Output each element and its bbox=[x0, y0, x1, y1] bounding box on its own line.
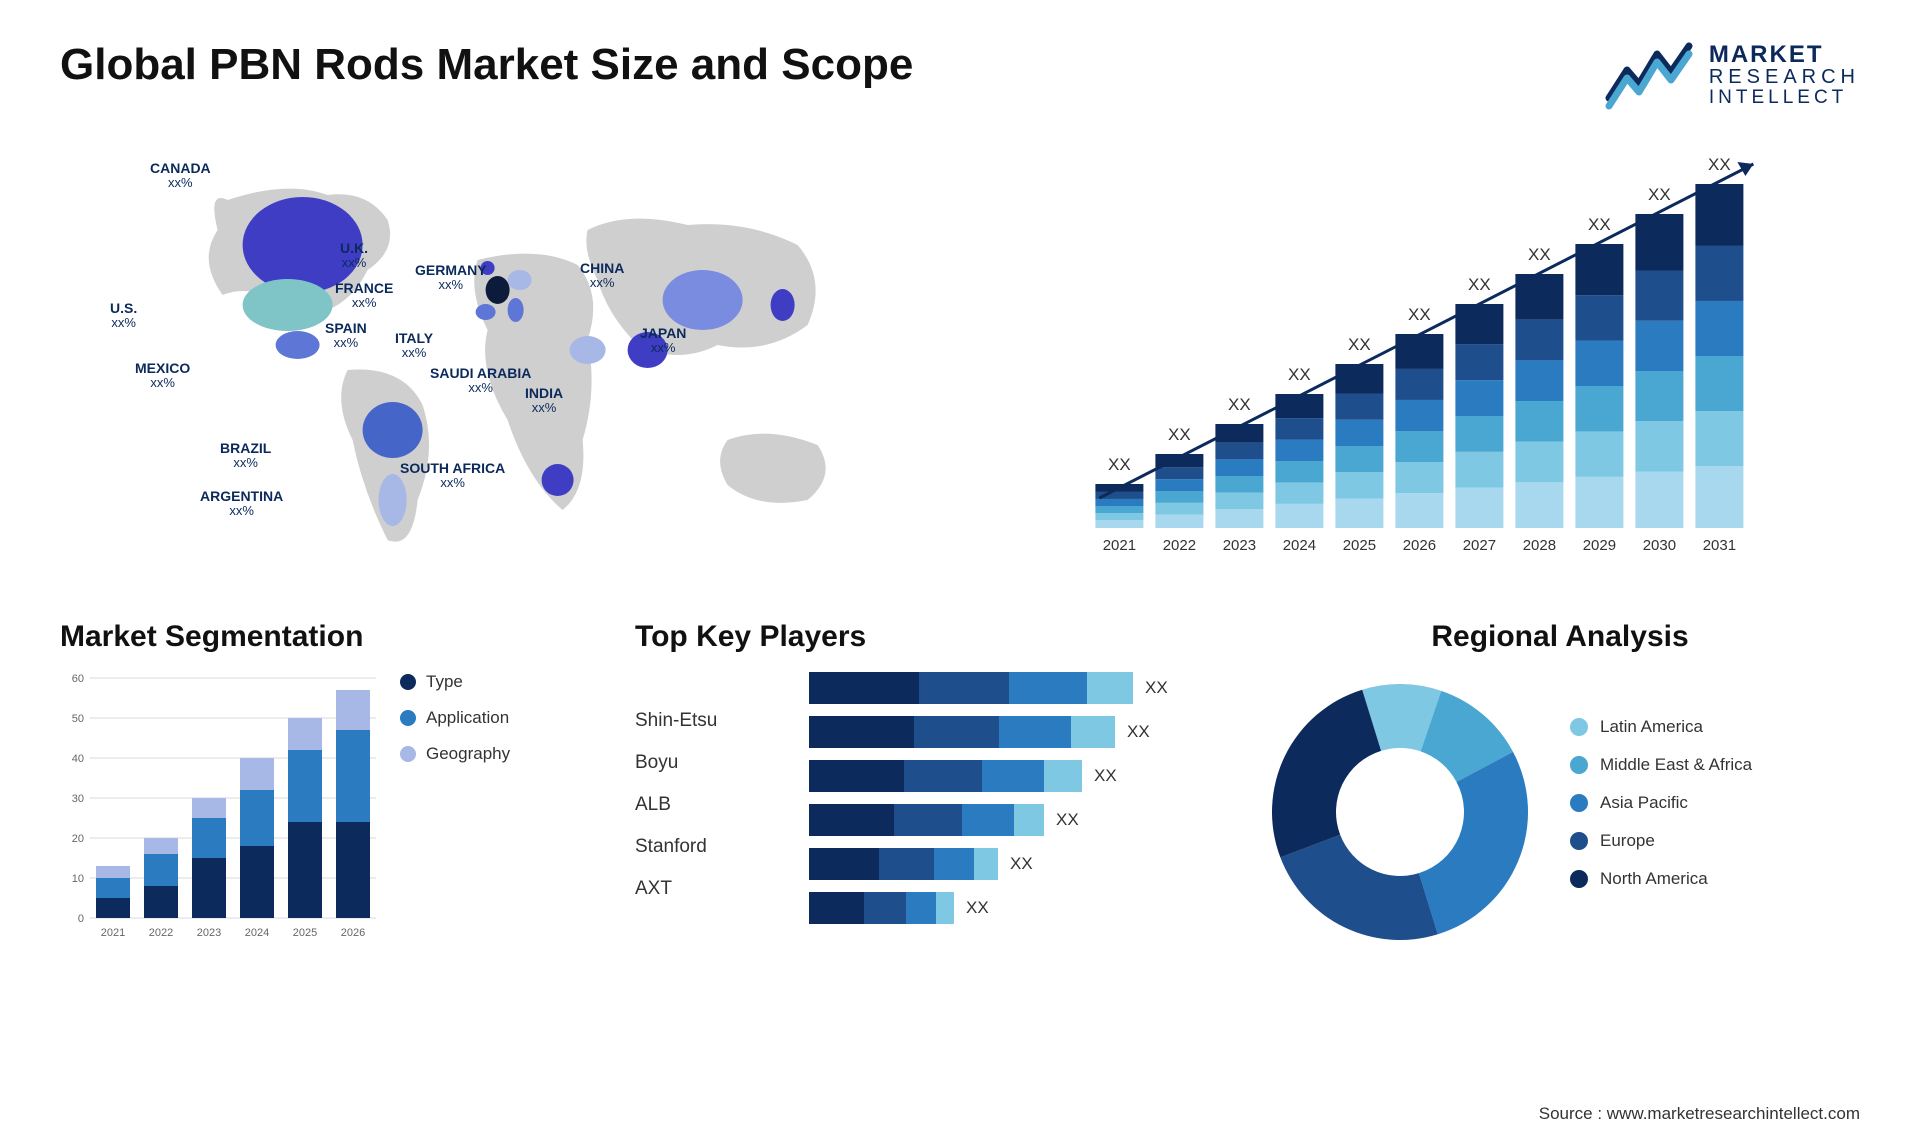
svg-text:XX: XX bbox=[1288, 365, 1311, 384]
legend-item: Latin America bbox=[1570, 717, 1752, 737]
regional-legend: Latin America Middle East & Africa Asia Pa… bbox=[1570, 717, 1752, 907]
logo-icon bbox=[1605, 40, 1695, 110]
svg-text:0: 0 bbox=[78, 913, 84, 925]
source-text: Source : www.marketresearchintellect.com bbox=[1539, 1104, 1860, 1124]
svg-text:2031: 2031 bbox=[1703, 537, 1736, 554]
legend-item: Asia Pacific bbox=[1570, 793, 1752, 813]
logo-text-3: INTELLECT bbox=[1709, 88, 1860, 108]
growth-chart: XX 2021 XX 2022 XX 2023 XX 2024 XX 2025 XX 2026 XX 20… bbox=[1015, 140, 1860, 580]
svg-text:2029: 2029 bbox=[1583, 537, 1616, 554]
svg-text:XX: XX bbox=[1708, 155, 1731, 174]
svg-text:2021: 2021 bbox=[1103, 537, 1136, 554]
regional-donut bbox=[1260, 672, 1540, 952]
brand-logo: MARKET RESEARCH INTELLECT bbox=[1605, 40, 1860, 110]
map-label: BRAZILxx% bbox=[220, 440, 271, 471]
svg-text:XX: XX bbox=[1228, 395, 1251, 414]
map-label: CANADAxx% bbox=[150, 160, 211, 191]
player-bar-row: XX bbox=[809, 716, 1210, 748]
svg-text:2024: 2024 bbox=[245, 927, 269, 939]
svg-text:2023: 2023 bbox=[197, 927, 221, 939]
logo-text-1: MARKET bbox=[1709, 42, 1860, 67]
svg-text:2022: 2022 bbox=[1163, 537, 1196, 554]
player-name: Stanford bbox=[635, 836, 785, 858]
svg-text:XX: XX bbox=[1528, 245, 1551, 264]
map-label: INDIAxx% bbox=[525, 385, 563, 416]
svg-text:XX: XX bbox=[1648, 185, 1671, 204]
map-label: SAUDI ARABIAxx% bbox=[430, 365, 531, 396]
svg-text:2026: 2026 bbox=[1403, 537, 1436, 554]
map-label: CHINAxx% bbox=[580, 260, 624, 291]
map-label: SOUTH AFRICAxx% bbox=[400, 460, 505, 491]
legend-item: Geography bbox=[400, 744, 510, 764]
map-label: U.S.xx% bbox=[110, 300, 137, 331]
svg-text:XX: XX bbox=[1348, 335, 1371, 354]
map-label: SPAINxx% bbox=[325, 320, 367, 351]
map-label: ITALYxx% bbox=[395, 330, 433, 361]
map-label: JAPANxx% bbox=[640, 325, 686, 356]
map-label: ARGENTINAxx% bbox=[200, 488, 283, 519]
player-name: Boyu bbox=[635, 752, 785, 774]
player-bar-row: XX bbox=[809, 848, 1210, 880]
key-players-title: Top Key Players bbox=[635, 620, 1210, 654]
segmentation-chart: 0 10 20 30 40 50 60 2021 2022 2023 2024 2025 2026 bbox=[60, 672, 380, 942]
map-label: U.K.xx% bbox=[340, 240, 368, 271]
legend-item: Application bbox=[400, 708, 510, 728]
player-name: AXT bbox=[635, 878, 785, 900]
svg-text:2027: 2027 bbox=[1463, 537, 1496, 554]
player-bar-row: XX bbox=[809, 892, 1210, 924]
player-bar-row: XX bbox=[809, 760, 1210, 792]
player-bar-row: XX bbox=[809, 672, 1210, 704]
player-name: Shin-Etsu bbox=[635, 710, 785, 732]
svg-text:XX: XX bbox=[1408, 305, 1431, 324]
svg-text:2028: 2028 bbox=[1523, 537, 1556, 554]
page-title: Global PBN Rods Market Size and Scope bbox=[60, 40, 913, 90]
svg-text:2025: 2025 bbox=[293, 927, 317, 939]
regional-title: Regional Analysis bbox=[1260, 620, 1860, 654]
map-label: GERMANYxx% bbox=[415, 262, 487, 293]
player-bar-row: XX bbox=[809, 804, 1210, 836]
svg-text:60: 60 bbox=[72, 673, 84, 685]
segmentation-legend: Type Application Geography bbox=[400, 672, 510, 780]
svg-text:XX: XX bbox=[1168, 425, 1191, 444]
logo-text-2: RESEARCH bbox=[1709, 67, 1860, 88]
svg-text:2030: 2030 bbox=[1643, 537, 1676, 554]
player-name: ALB bbox=[635, 794, 785, 816]
svg-text:20: 20 bbox=[72, 833, 84, 845]
svg-text:50: 50 bbox=[72, 713, 84, 725]
svg-text:2025: 2025 bbox=[1343, 537, 1376, 554]
segmentation-title: Market Segmentation bbox=[60, 620, 585, 654]
legend-item: North America bbox=[1570, 869, 1752, 889]
svg-text:2022: 2022 bbox=[149, 927, 173, 939]
svg-text:2026: 2026 bbox=[341, 927, 365, 939]
svg-text:30: 30 bbox=[72, 793, 84, 805]
key-players-chart: Shin-Etsu Boyu ALB Stanford AXT XX XX XX XX XX XX bbox=[635, 672, 1210, 936]
svg-text:2021: 2021 bbox=[101, 927, 125, 939]
svg-text:10: 10 bbox=[72, 873, 84, 885]
svg-text:XX: XX bbox=[1108, 455, 1131, 474]
map-label: MEXICOxx% bbox=[135, 360, 190, 391]
svg-text:40: 40 bbox=[72, 753, 84, 765]
map-label: FRANCExx% bbox=[335, 280, 393, 311]
svg-text:2024: 2024 bbox=[1283, 537, 1316, 554]
legend-item: Europe bbox=[1570, 831, 1752, 851]
legend-item: Middle East & Africa bbox=[1570, 755, 1752, 775]
svg-text:2023: 2023 bbox=[1223, 537, 1256, 554]
legend-item: Type bbox=[400, 672, 510, 692]
world-map: CANADAxx% U.S.xx% MEXICOxx% BRAZILxx% ARGENT… bbox=[60, 140, 975, 580]
svg-text:XX: XX bbox=[1588, 215, 1611, 234]
svg-text:XX: XX bbox=[1468, 275, 1491, 294]
